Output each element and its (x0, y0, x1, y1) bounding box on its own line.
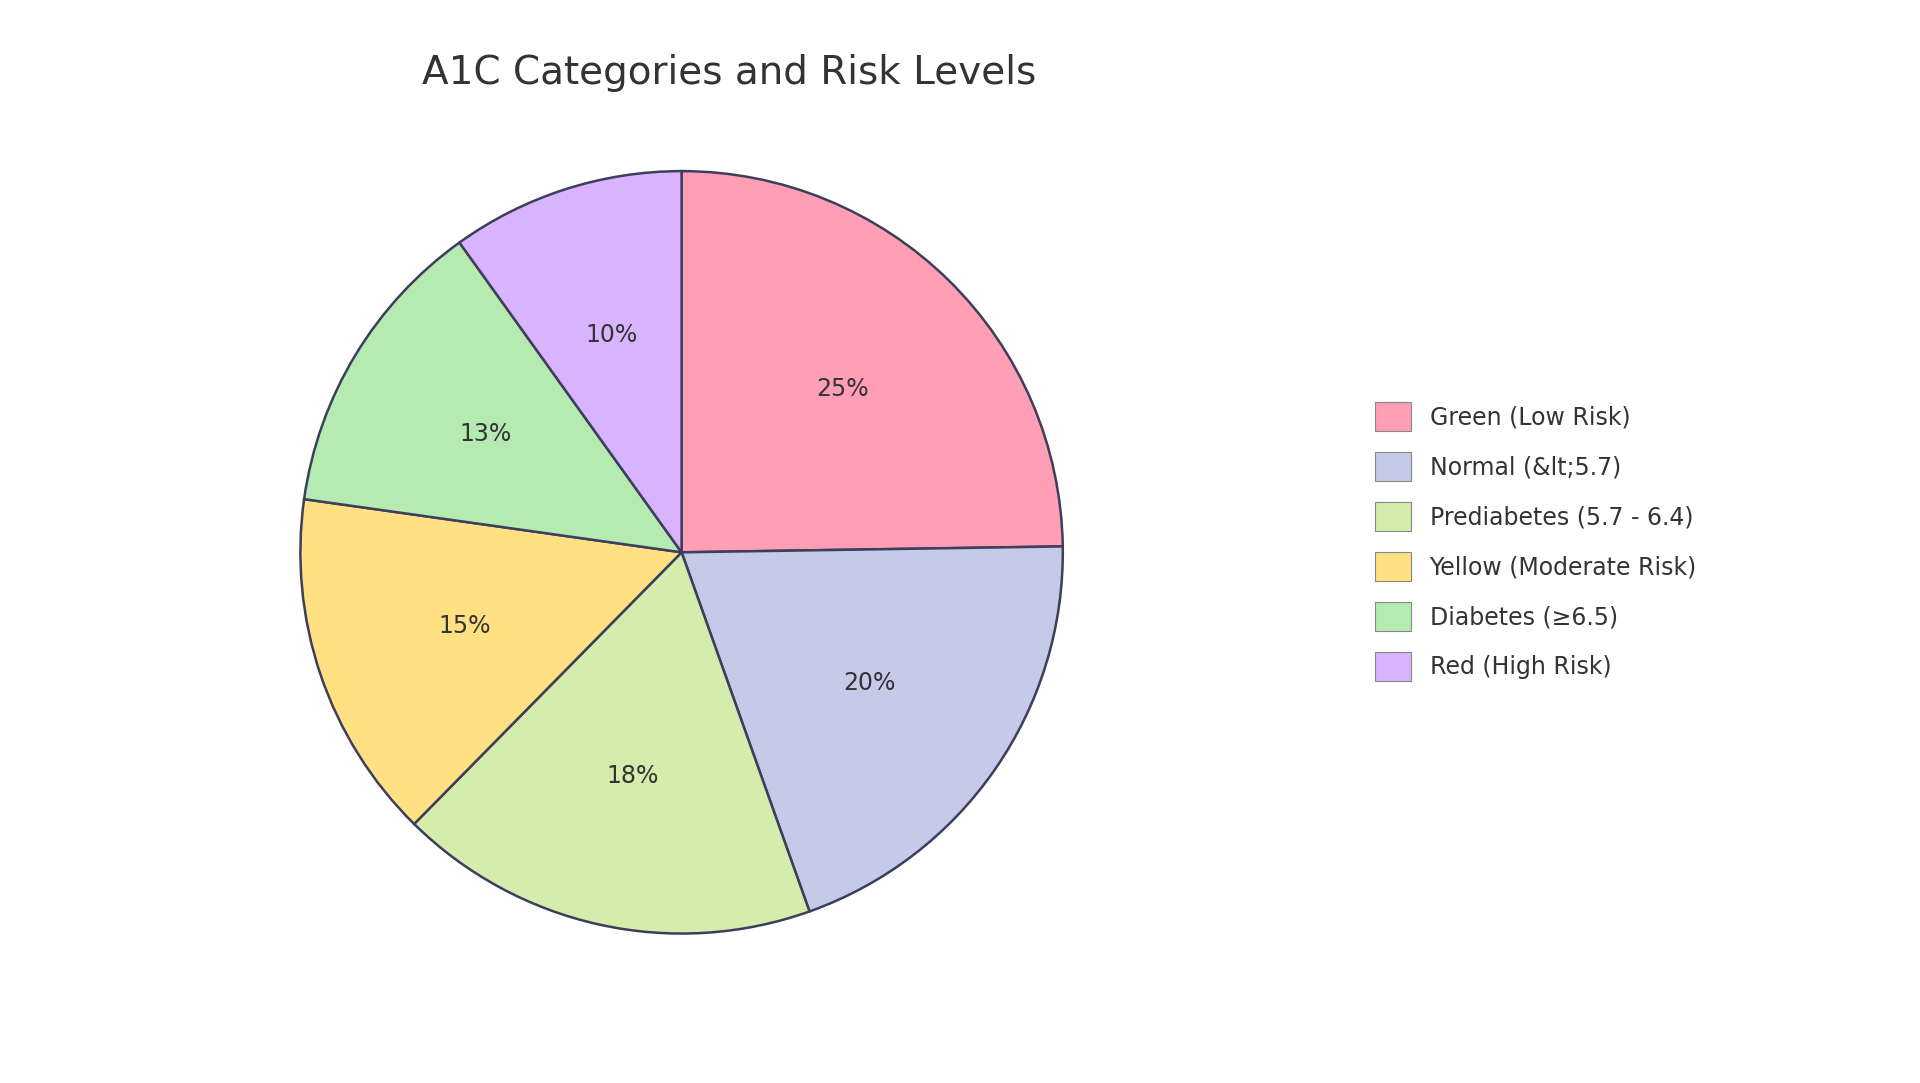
Wedge shape (459, 171, 682, 552)
Wedge shape (682, 547, 1064, 912)
Text: 18%: 18% (607, 764, 659, 787)
Text: 15%: 15% (438, 614, 492, 638)
Wedge shape (415, 552, 810, 934)
Text: 13%: 13% (459, 422, 513, 446)
Text: A1C Categories and Risk Levels: A1C Categories and Risk Levels (422, 54, 1037, 92)
Legend: Green (Low Risk), Normal (&lt;5.7), Prediabetes (5.7 - 6.4), Yellow (Moderate Ri: Green (Low Risk), Normal (&lt;5.7), Pred… (1356, 383, 1716, 700)
Wedge shape (303, 243, 682, 552)
Text: 20%: 20% (843, 670, 897, 694)
Text: 10%: 10% (586, 323, 637, 347)
Wedge shape (300, 499, 682, 824)
Text: 25%: 25% (816, 377, 868, 402)
Wedge shape (682, 171, 1064, 552)
